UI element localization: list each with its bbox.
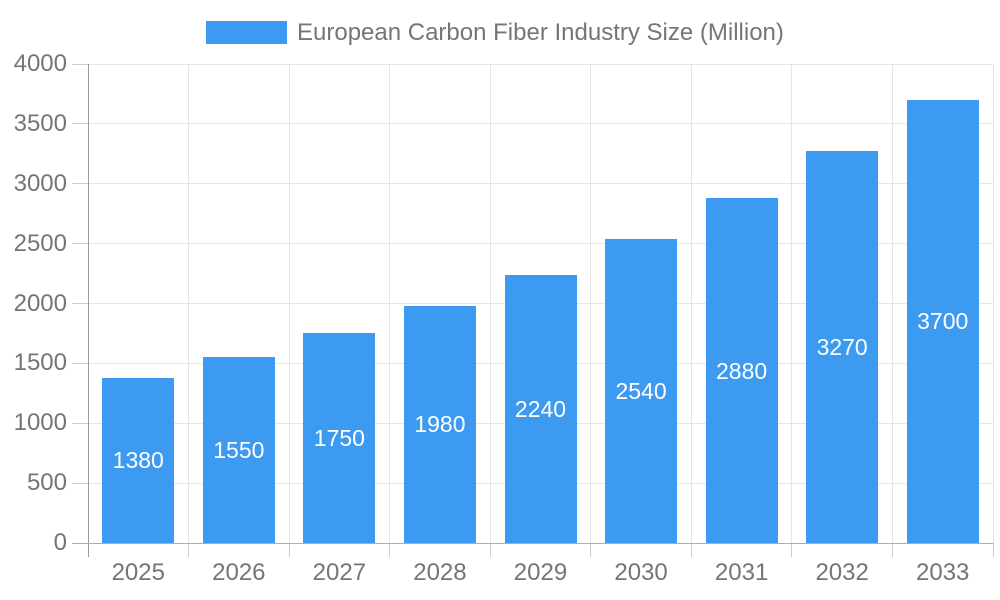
bar[interactable] bbox=[403, 305, 476, 543]
y-axis-line bbox=[87, 64, 89, 557]
x-axis-tick-label: 2025 bbox=[111, 559, 165, 586]
x-axis-tick-label: 2028 bbox=[413, 559, 467, 586]
bar[interactable] bbox=[906, 99, 979, 543]
x-axis-line bbox=[72, 542, 993, 544]
y-axis-tick-label: 2500 bbox=[13, 229, 67, 257]
legend-item[interactable]: European Carbon Fiber Industry Size (Mil… bbox=[206, 19, 784, 46]
bar-value-label: 1380 bbox=[112, 447, 164, 474]
gridline-horizontal bbox=[88, 243, 993, 245]
y-axis-tick-label: 4000 bbox=[13, 50, 67, 77]
bar[interactable] bbox=[605, 238, 678, 543]
gridline-vertical bbox=[590, 64, 592, 543]
legend-swatch bbox=[206, 21, 287, 44]
gridline-vertical bbox=[992, 64, 994, 543]
y-axis-tick bbox=[72, 422, 88, 424]
gridline-vertical bbox=[389, 64, 391, 543]
bar-value-label: 2240 bbox=[514, 395, 567, 422]
y-axis-tick bbox=[72, 303, 88, 304]
y-axis-tick-label: 3000 bbox=[13, 169, 67, 197]
gridline-horizontal bbox=[88, 123, 993, 125]
x-axis-tick bbox=[690, 543, 692, 557]
x-axis-tick-label: 2033 bbox=[916, 559, 970, 586]
x-axis-tick-label: 2026 bbox=[212, 559, 266, 586]
bar[interactable] bbox=[806, 151, 879, 543]
y-axis-tick bbox=[72, 183, 88, 185]
x-axis-tick bbox=[389, 543, 391, 557]
x-axis-tick bbox=[891, 543, 893, 557]
gridline-vertical bbox=[288, 64, 290, 543]
gridline-vertical bbox=[489, 64, 491, 543]
bar[interactable] bbox=[303, 333, 376, 543]
gridline-vertical bbox=[791, 64, 793, 543]
legend-label: European Carbon Fiber Industry Size (Mil… bbox=[297, 19, 784, 46]
x-axis-tick-label: 2032 bbox=[815, 559, 869, 586]
y-axis-tick bbox=[72, 243, 88, 245]
bar-value-label: 1980 bbox=[414, 411, 466, 438]
gridline-vertical bbox=[188, 64, 190, 543]
y-axis-tick-label: 1000 bbox=[13, 409, 67, 437]
y-axis-tick bbox=[72, 362, 88, 364]
x-axis-tick bbox=[791, 543, 793, 557]
x-axis-tick bbox=[489, 543, 491, 557]
y-axis-tick-label: 0 bbox=[53, 529, 67, 556]
y-axis-tick-label: 1500 bbox=[13, 349, 67, 377]
gridline-vertical bbox=[690, 64, 692, 543]
bar-value-label: 2540 bbox=[615, 377, 667, 404]
x-axis-tick-label: 2027 bbox=[312, 559, 367, 586]
x-axis-tick bbox=[188, 543, 190, 557]
bar[interactable] bbox=[102, 377, 175, 543]
x-axis-tick bbox=[288, 543, 290, 557]
bar-value-label: 2880 bbox=[716, 357, 768, 384]
y-axis-tick-label: 500 bbox=[26, 469, 67, 497]
bar[interactable] bbox=[504, 274, 577, 543]
bar-value-label: 3270 bbox=[816, 334, 868, 361]
legend: European Carbon Fiber Industry Size (Mil… bbox=[206, 19, 784, 46]
gridline-horizontal bbox=[88, 63, 993, 65]
x-axis-tick bbox=[590, 543, 592, 557]
bar-value-label: 1550 bbox=[213, 437, 265, 464]
x-axis-tick-label: 2029 bbox=[513, 559, 568, 586]
x-axis-tick bbox=[992, 543, 994, 557]
y-axis-tick bbox=[72, 63, 88, 65]
x-axis-tick-label: 2031 bbox=[714, 559, 769, 586]
gridline-horizontal bbox=[88, 183, 993, 185]
bar-value-label: 3700 bbox=[917, 308, 969, 335]
gridline-vertical bbox=[891, 64, 893, 543]
y-axis-tick bbox=[72, 482, 88, 484]
bar-value-label: 1750 bbox=[313, 425, 365, 452]
x-axis-tick-label: 2030 bbox=[614, 559, 668, 586]
y-axis-tick-label: 2000 bbox=[13, 289, 67, 317]
bar[interactable] bbox=[202, 357, 275, 543]
y-axis-tick bbox=[72, 123, 88, 125]
bar[interactable] bbox=[705, 198, 778, 543]
y-axis-tick-label: 3500 bbox=[13, 109, 67, 137]
